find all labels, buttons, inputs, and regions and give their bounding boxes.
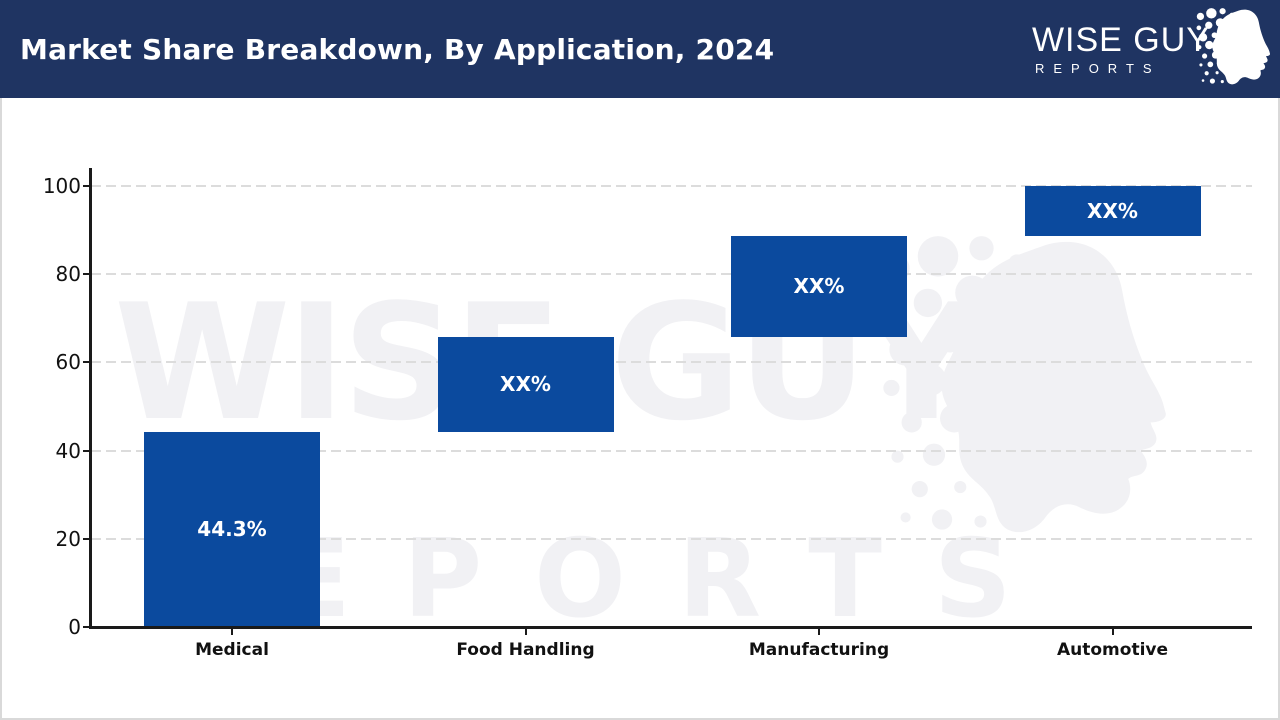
header-bar: Market Share Breakdown, By Application, … <box>0 0 1280 98</box>
y-tick <box>83 273 91 276</box>
x-category-label: Automotive <box>1056 640 1169 660</box>
wise-guy-reports-logo: WISE GUY REPORTS <box>1032 6 1280 92</box>
y-gridline <box>91 361 1252 364</box>
y-tick-label: 100 <box>42 174 81 198</box>
y-tick-label: 40 <box>55 438 81 463</box>
watermark-dotted-head-icon <box>880 236 1166 533</box>
bar-value-label: XX% <box>793 274 845 299</box>
y-tick <box>83 185 91 187</box>
y-gridline <box>91 449 1252 452</box>
bar-automotive: XX% <box>1024 186 1201 236</box>
bar-medical: 44.3% <box>144 431 320 627</box>
y-axis-spine <box>89 168 92 629</box>
y-tick-label: 80 <box>55 262 81 287</box>
logo-subtitle: REPORTS <box>1034 60 1161 76</box>
x-category-label: Manufacturing <box>748 640 890 660</box>
y-gridline <box>91 185 1252 187</box>
page-title: Market Share Breakdown, By Application, … <box>20 32 775 66</box>
bar-value-label: 44.3% <box>197 517 267 542</box>
y-tick-label: 20 <box>55 526 81 551</box>
y-tick-label: 0 <box>68 615 81 639</box>
x-tick <box>818 627 820 635</box>
bar-value-label: XX% <box>1087 198 1138 223</box>
y-tick <box>83 449 91 452</box>
y-tick <box>83 537 91 540</box>
x-category-label: Medical <box>195 640 269 660</box>
dotted-head-profile-icon <box>1196 8 1271 85</box>
x-tick <box>231 627 233 635</box>
y-tick <box>83 361 91 364</box>
y-tick <box>83 626 91 628</box>
x-category-label: Food Handling <box>456 640 595 660</box>
y-gridline <box>91 273 1252 276</box>
y-tick-label: 60 <box>55 350 81 375</box>
logo-text: WISE GUY REPORTS <box>1032 23 1210 76</box>
bar-value-label: XX% <box>500 372 551 397</box>
chart-area: WISE GUY REPORTS 0 20 40 60 80 100 44.3% Medica… <box>0 98 1280 720</box>
logo-wordmark: WISE GUY <box>1031 20 1210 59</box>
y-gridline <box>91 537 1252 540</box>
bar-food-handling: XX% <box>437 336 614 432</box>
x-axis-line <box>89 626 1252 629</box>
x-tick <box>524 627 527 635</box>
x-tick <box>1111 627 1114 635</box>
bar-manufacturing: XX% <box>731 235 907 337</box>
